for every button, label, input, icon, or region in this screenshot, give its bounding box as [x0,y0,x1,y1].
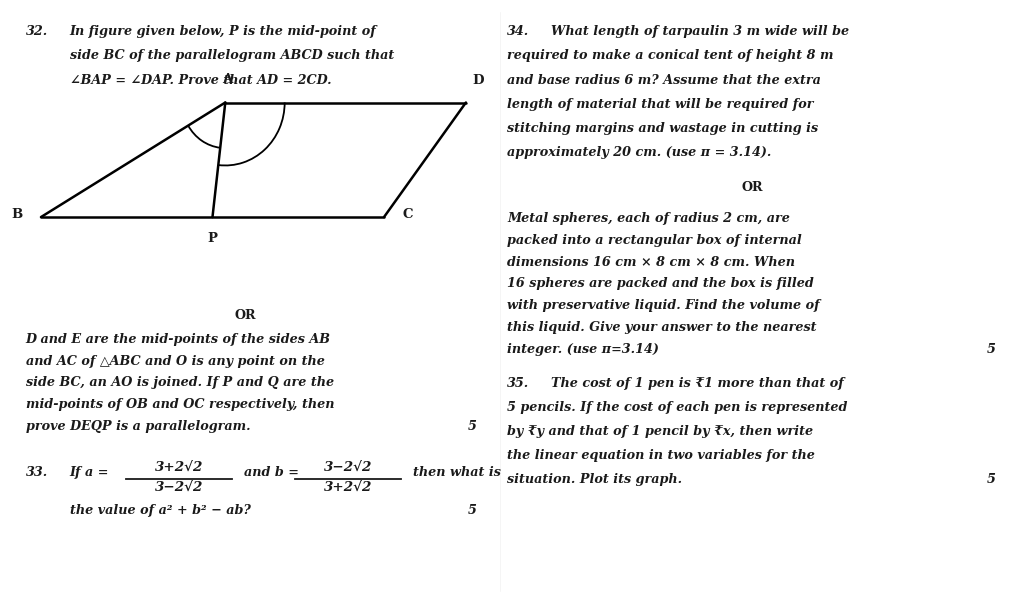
Text: and b =: and b = [244,466,299,479]
Text: 3+2√2: 3+2√2 [155,462,204,475]
Text: approximately 20 cm. (use π = 3.14).: approximately 20 cm. (use π = 3.14). [507,146,771,159]
Text: length of material that will be required for: length of material that will be required… [507,98,813,111]
Text: 3+2√2: 3+2√2 [324,482,373,495]
Text: and base radius 6 m? Assume that the extra: and base radius 6 m? Assume that the ext… [507,74,821,87]
Text: 5: 5 [986,343,995,356]
Text: dimensions 16 cm × 8 cm × 8 cm. When: dimensions 16 cm × 8 cm × 8 cm. When [507,256,795,269]
Text: In figure given below, P is the mid-point of: In figure given below, P is the mid-poin… [70,25,377,39]
Text: then what is: then what is [413,466,501,479]
Text: The cost of 1 pen is ₹1 more than that of: The cost of 1 pen is ₹1 more than that o… [551,377,844,390]
Text: prove DEQP is a parallelogram.: prove DEQP is a parallelogram. [26,420,250,433]
Text: mid-points of OB and OC respectively, then: mid-points of OB and OC respectively, th… [26,398,334,411]
Text: this liquid. Give your answer to the nearest: this liquid. Give your answer to the nea… [507,321,816,334]
Text: B: B [11,208,23,221]
Text: What length of tarpaulin 3 m wide will be: What length of tarpaulin 3 m wide will b… [551,25,849,39]
Text: D and E are the mid-points of the sides AB: D and E are the mid-points of the sides … [26,333,331,346]
Text: side BC of the parallelogram ABCD such that: side BC of the parallelogram ABCD such t… [70,49,394,63]
Text: situation. Plot its graph.: situation. Plot its graph. [507,473,682,487]
Text: 5: 5 [986,473,995,487]
Text: 34.: 34. [507,25,529,39]
Text: OR: OR [234,309,257,322]
Text: A: A [222,72,232,86]
Text: by ₹y and that of 1 pencil by ₹x, then write: by ₹y and that of 1 pencil by ₹x, then w… [507,425,813,438]
Text: OR: OR [741,181,764,194]
Text: 33.: 33. [26,466,48,479]
Text: C: C [402,208,413,221]
Text: 5 pencils. If the cost of each pen is represented: 5 pencils. If the cost of each pen is re… [507,401,847,414]
Text: 16 spheres are packed and the box is filled: 16 spheres are packed and the box is fil… [507,277,814,291]
Text: ∠BAP = ∠DAP. Prove that AD = 2CD.: ∠BAP = ∠DAP. Prove that AD = 2CD. [70,74,331,87]
Text: stitching margins and wastage in cutting is: stitching margins and wastage in cutting… [507,122,818,135]
Text: integer. (use π=3.14): integer. (use π=3.14) [507,343,658,356]
Text: 5: 5 [467,504,476,517]
Text: the linear equation in two variables for the: the linear equation in two variables for… [507,449,815,463]
Text: 3−2√2: 3−2√2 [155,482,204,495]
Text: D: D [472,74,484,87]
Text: side BC, an AO is joined. If P and Q are the: side BC, an AO is joined. If P and Q are… [26,376,334,390]
Text: 5: 5 [467,420,476,433]
Text: packed into a rectangular box of internal: packed into a rectangular box of interna… [507,234,802,247]
Text: P: P [208,232,217,245]
Text: required to make a conical tent of height 8 m: required to make a conical tent of heigh… [507,49,834,63]
Text: 32.: 32. [26,25,48,39]
Text: and AC of △ABC and O is any point on the: and AC of △ABC and O is any point on the [26,355,325,368]
Text: the value of a² + b² − ab?: the value of a² + b² − ab? [70,504,251,517]
Text: 3−2√2: 3−2√2 [324,462,373,475]
Text: Metal spheres, each of radius 2 cm, are: Metal spheres, each of radius 2 cm, are [507,212,790,226]
Text: If a =: If a = [70,466,109,479]
Text: with preservative liquid. Find the volume of: with preservative liquid. Find the volum… [507,299,819,312]
Text: 35.: 35. [507,377,529,390]
